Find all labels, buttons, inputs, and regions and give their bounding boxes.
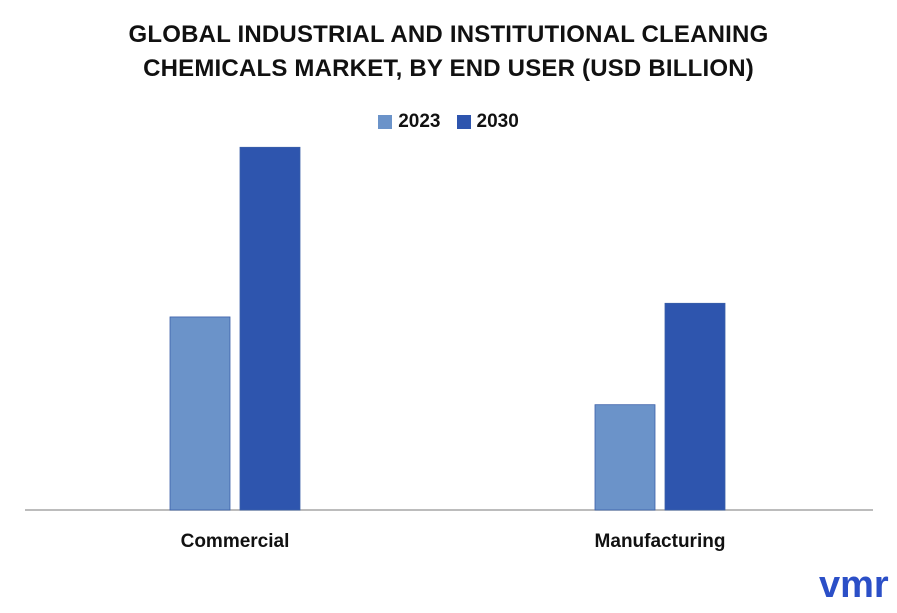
legend-item-2023: 2023 [378,111,441,133]
x-tick-label-commercial: Commercial [181,531,290,552]
bar-commercial-2030 [239,146,301,511]
legend-label-2023: 2023 [398,111,441,132]
bar-manufacturing-2023 [594,404,656,511]
bar-manufacturing-2030 [664,302,726,511]
chart-title-line-2: CHEMICALS MARKET, BY END USER (USD BILLI… [143,55,754,82]
legend-swatch-2030 [456,115,471,129]
chart-title-line-1: GLOBAL INDUSTRIAL AND INSTITUTIONAL CLEA… [128,21,769,48]
vmr-logo-text: vmr [819,565,889,605]
legend-item-2030: 2030 [456,111,519,133]
vmr-logo: vmr [819,565,889,605]
chart-legend: 2023 2030 [0,111,897,133]
legend-label-2030: 2030 [476,111,519,132]
bar-commercial-2023 [169,316,231,511]
x-tick-label-manufacturing: Manufacturing [595,531,726,552]
legend-swatch-2023 [378,115,393,129]
chart-title: GLOBAL INDUSTRIAL AND INSTITUTIONAL CLEA… [0,18,897,86]
